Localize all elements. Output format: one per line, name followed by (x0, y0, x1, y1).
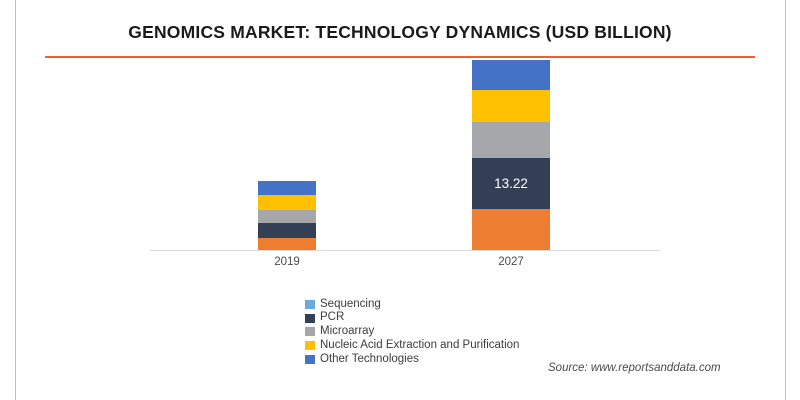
legend-item-microarray[interactable]: Microarray (305, 326, 519, 339)
page-border-left (15, 0, 16, 400)
bar-2019[interactable] (258, 180, 316, 251)
legend-swatch-icon (305, 313, 315, 323)
page-border-right (785, 0, 786, 400)
bar-segment-pcr[interactable]: 13.22 (472, 158, 550, 210)
legend-swatch-icon (305, 299, 315, 309)
source-attribution: Source: www.reportsanddata.com (548, 362, 721, 374)
bar-segment-other-technologies[interactable] (472, 60, 550, 90)
legend-swatch-icon (305, 341, 315, 351)
bar-segment-pcr[interactable] (258, 223, 316, 239)
chart-title: GENOMICS MARKET: TECHNOLOGY DYNAMICS (US… (128, 22, 672, 42)
legend-swatch-icon (305, 354, 315, 364)
plot-area: 13.22 (150, 60, 660, 251)
data-label: 13.22 (494, 176, 528, 192)
x-axis-line (150, 250, 660, 251)
chart-legend: Sequencing PCR Microarray Nucleic Acid Extr… (305, 298, 519, 367)
x-axis-label-2019: 2019 (274, 256, 300, 268)
bar-segment-sequencing[interactable] (258, 238, 316, 251)
bar-segment-microarray[interactable] (472, 121, 550, 159)
legend-item-label: Microarray (320, 325, 375, 338)
title-divider-rule (45, 56, 755, 58)
legend-item-sequencing[interactable]: Sequencing (305, 298, 519, 311)
legend-item-label: Sequencing (320, 297, 381, 310)
bar-segment-other-technologies[interactable] (258, 180, 316, 195)
legend-item-other-technologies[interactable]: Other Technologies (305, 353, 519, 366)
legend-swatch-icon (305, 327, 315, 337)
bar-segment-nucleic-acid-extraction-and-purification[interactable] (472, 89, 550, 122)
bar-segment-microarray[interactable] (258, 209, 316, 224)
legend-item-pcr[interactable]: PCR (305, 312, 519, 325)
bar-segment-sequencing[interactable] (472, 209, 550, 251)
legend-item-label: Nucleic Acid Extraction and Purification (320, 338, 520, 351)
bar-segment-nucleic-acid-extraction-and-purification[interactable] (258, 194, 316, 210)
x-axis-label-2027: 2027 (498, 256, 524, 268)
legend-item-label: Other Technologies (320, 352, 419, 365)
legend-item-label: PCR (320, 311, 345, 324)
legend-item-nucleic-acid-extraction-and-purification[interactable]: Nucleic Acid Extraction and Purification (305, 339, 519, 352)
bar-2027[interactable]: 13.22 (472, 60, 550, 251)
